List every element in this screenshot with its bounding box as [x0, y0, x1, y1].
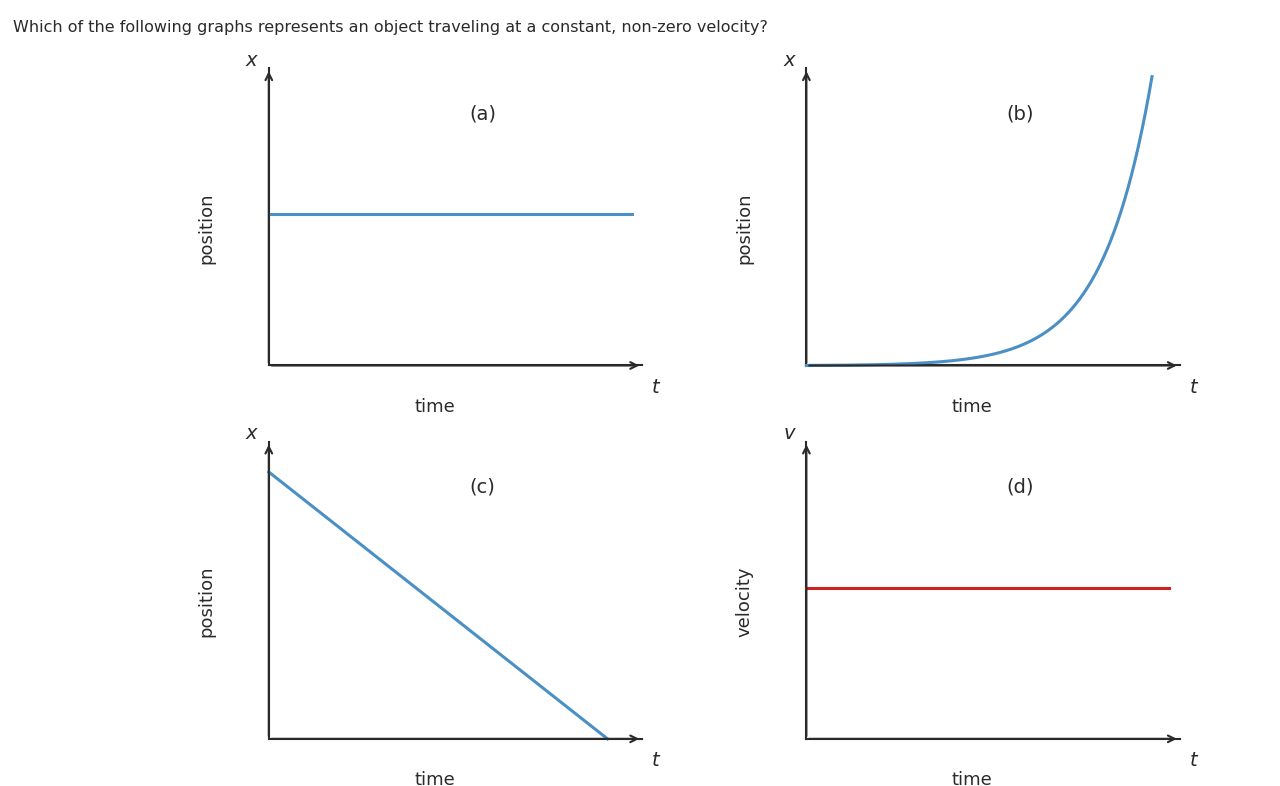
- Text: (a): (a): [470, 104, 497, 123]
- Text: Which of the following graphs represents an object traveling at a constant, non-: Which of the following graphs represents…: [13, 20, 768, 35]
- Text: x: x: [783, 50, 795, 70]
- Text: t: t: [1189, 378, 1197, 397]
- Text: time: time: [415, 398, 456, 416]
- Text: time: time: [952, 771, 993, 786]
- Text: t: t: [1189, 751, 1197, 770]
- Text: position: position: [735, 193, 753, 263]
- Text: velocity: velocity: [735, 566, 753, 637]
- Text: time: time: [415, 771, 456, 786]
- Text: x: x: [246, 50, 257, 70]
- Text: position: position: [197, 193, 215, 263]
- Text: time: time: [952, 398, 993, 416]
- Text: x: x: [246, 424, 257, 443]
- Text: (d): (d): [1007, 477, 1034, 497]
- Text: t: t: [652, 751, 659, 770]
- Text: t: t: [652, 378, 659, 397]
- Text: position: position: [197, 566, 215, 637]
- Text: (c): (c): [470, 477, 495, 497]
- Text: (b): (b): [1007, 104, 1034, 123]
- Text: v: v: [783, 424, 795, 443]
